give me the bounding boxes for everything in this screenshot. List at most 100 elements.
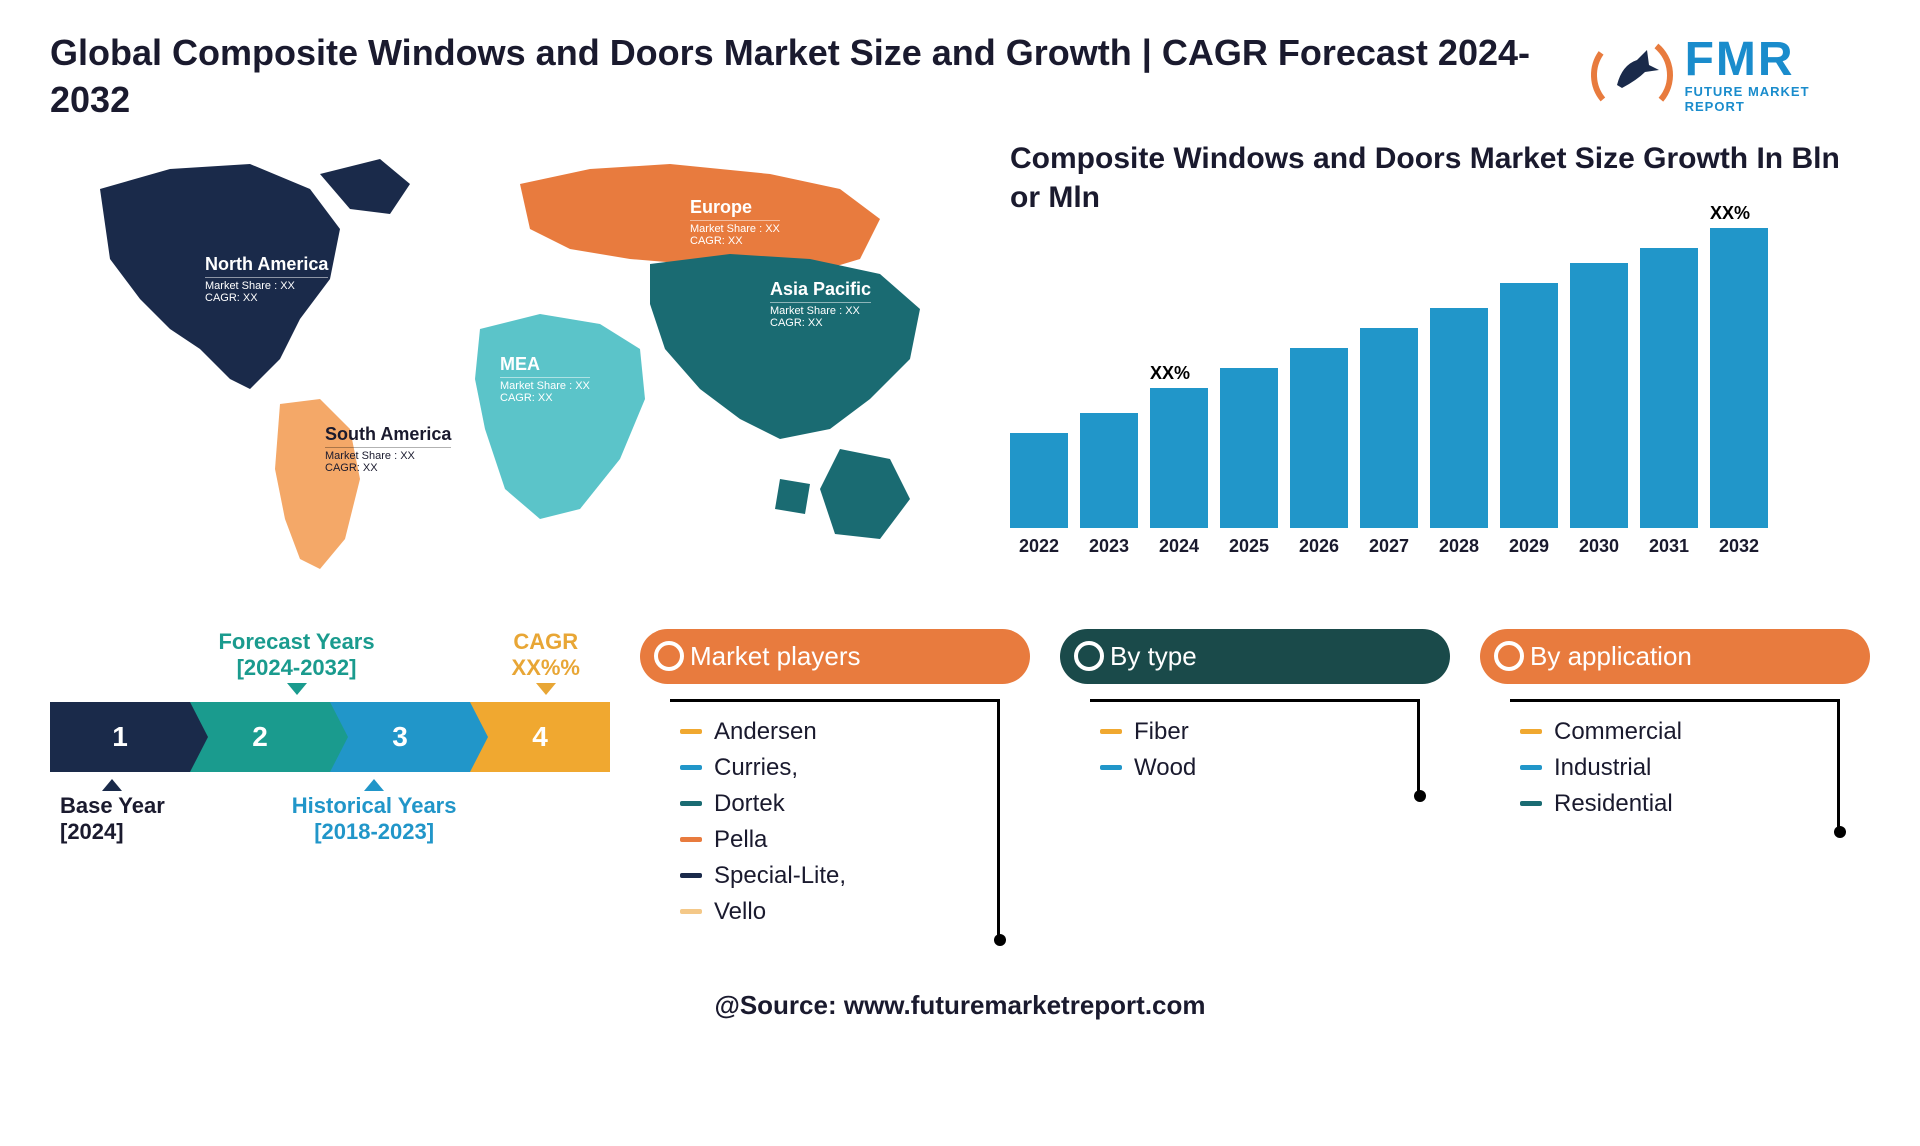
bar: XX%	[1150, 388, 1208, 528]
category-column: By application Commercial Industrial Reside…	[1480, 629, 1870, 940]
item-marker-icon	[680, 909, 702, 914]
item-label: Residential	[1554, 790, 1673, 818]
region-label-asia-pacific: Asia PacificMarket Share : XXCAGR: XX	[770, 279, 871, 329]
bar-wrap: 2028	[1430, 308, 1488, 557]
world-map: North AmericaMarket Share : XXCAGR: XX So…	[50, 139, 950, 589]
item-marker-icon	[1520, 801, 1542, 806]
item-marker-icon	[680, 837, 702, 842]
bar	[1430, 308, 1488, 528]
bar	[1290, 348, 1348, 528]
category-column: Market players Andersen Curries, Dortek Pell…	[640, 629, 1030, 940]
category-item: Commercial	[1520, 714, 1870, 750]
category-list: Andersen Curries, Dortek Pella Special-Lite,…	[670, 699, 1030, 940]
bar-year-label: 2031	[1649, 536, 1689, 557]
logo-text-sub: FUTURE MARKET REPORT	[1685, 84, 1870, 114]
timeline-bar: 1234	[50, 702, 610, 772]
bar-year-label: 2028	[1439, 536, 1479, 557]
logo-icon	[1587, 30, 1677, 120]
category-list: Fiber Wood	[1090, 699, 1450, 796]
bar-year-label: 2026	[1299, 536, 1339, 557]
bar-year-label: 2023	[1089, 536, 1129, 557]
region-label-south-america: South AmericaMarket Share : XXCAGR: XX	[325, 424, 451, 474]
item-label: Dortek	[714, 790, 785, 818]
category-column: By type Fiber Wood	[1060, 629, 1450, 940]
region-label-north-america: North AmericaMarket Share : XXCAGR: XX	[205, 254, 328, 304]
category-item: Residential	[1520, 786, 1870, 822]
region-label-mea: MEAMarket Share : XXCAGR: XX	[500, 354, 590, 404]
bar-year-label: 2032	[1719, 536, 1759, 557]
item-marker-icon	[1100, 765, 1122, 770]
bar-year-label: 2027	[1369, 536, 1409, 557]
item-label: Vello	[714, 898, 766, 926]
bar-year-label: 2030	[1579, 536, 1619, 557]
bar-year-label: 2025	[1229, 536, 1269, 557]
bar	[1570, 263, 1628, 528]
item-label: Pella	[714, 826, 767, 854]
bar	[1080, 413, 1138, 528]
bar-wrap: 2022	[1010, 433, 1068, 557]
category-item: Dortek	[680, 786, 1030, 822]
bar-year-label: 2022	[1019, 536, 1059, 557]
bar-wrap: 2026	[1290, 348, 1348, 557]
item-label: Special-Lite,	[714, 862, 846, 890]
category-list: Commercial Industrial Residential	[1510, 699, 1870, 832]
timeline-segment: 3	[330, 702, 470, 772]
logo-text-main: FMR	[1685, 36, 1870, 84]
category-item: Pella	[680, 822, 1030, 858]
timeline-segment: 4	[470, 702, 610, 772]
item-label: Commercial	[1554, 718, 1682, 746]
bar-wrap: XX%2032	[1710, 228, 1768, 557]
category-item: Wood	[1100, 750, 1450, 786]
page-title: Global Composite Windows and Doors Marke…	[50, 30, 1587, 124]
region-label-europe: EuropeMarket Share : XXCAGR: XX	[690, 197, 780, 247]
category-item: Fiber	[1100, 714, 1450, 750]
bar-chart: 2022 2023 XX% 2024 2025 2026 2027 2028 2029 2030 2…	[1010, 237, 1870, 557]
cagr-label: CAGR XX%%	[512, 629, 580, 697]
timeline-segment: 2	[190, 702, 330, 772]
bar-annotation: XX%	[1710, 203, 1750, 224]
item-label: Industrial	[1554, 754, 1651, 782]
item-marker-icon	[680, 765, 702, 770]
bar-year-label: 2024	[1159, 536, 1199, 557]
bar-wrap: 2029	[1500, 283, 1558, 557]
item-label: Fiber	[1134, 718, 1189, 746]
item-label: Wood	[1134, 754, 1196, 782]
item-marker-icon	[1520, 765, 1542, 770]
timeline-segment: 1	[50, 702, 190, 772]
bar-wrap: 2031	[1640, 248, 1698, 557]
logo: FMR FUTURE MARKET REPORT	[1587, 30, 1870, 120]
categories: Market players Andersen Curries, Dortek Pell…	[640, 629, 1870, 940]
source-attribution: @Source: www.futuremarketreport.com	[50, 990, 1870, 1021]
category-pill: By type	[1060, 629, 1450, 684]
category-item: Andersen	[680, 714, 1030, 750]
bar-annotation: XX%	[1150, 363, 1190, 384]
category-item: Industrial	[1520, 750, 1870, 786]
bar-wrap: XX% 2024	[1150, 388, 1208, 557]
bar-chart-section: Composite Windows and Doors Market Size …	[990, 139, 1870, 589]
item-label: Curries,	[714, 754, 798, 782]
item-marker-icon	[680, 801, 702, 806]
bar	[1500, 283, 1558, 528]
category-item: Special-Lite,	[680, 858, 1030, 894]
bar	[1010, 433, 1068, 528]
bar	[1220, 368, 1278, 528]
item-marker-icon	[680, 729, 702, 734]
bar-wrap: 2023	[1080, 413, 1138, 557]
item-marker-icon	[680, 873, 702, 878]
category-pill: Market players	[640, 629, 1030, 684]
bar	[1360, 328, 1418, 528]
item-marker-icon	[1520, 729, 1542, 734]
bar-wrap: 2027	[1360, 328, 1418, 557]
category-pill: By application	[1480, 629, 1870, 684]
base-year-label: Base Year [2024]	[60, 777, 165, 845]
bar	[1640, 248, 1698, 528]
bar-wrap: 2030	[1570, 263, 1628, 557]
historical-label: Historical Years [2018-2023]	[292, 777, 457, 845]
category-item: Curries,	[680, 750, 1030, 786]
item-marker-icon	[1100, 729, 1122, 734]
bar-wrap: 2025	[1220, 368, 1278, 557]
forecast-label: Forecast Years [2024-2032]	[218, 629, 374, 697]
category-item: Vello	[680, 894, 1030, 930]
item-label: Andersen	[714, 718, 817, 746]
timeline: Forecast Years [2024-2032] CAGR XX%% 123…	[50, 629, 610, 845]
